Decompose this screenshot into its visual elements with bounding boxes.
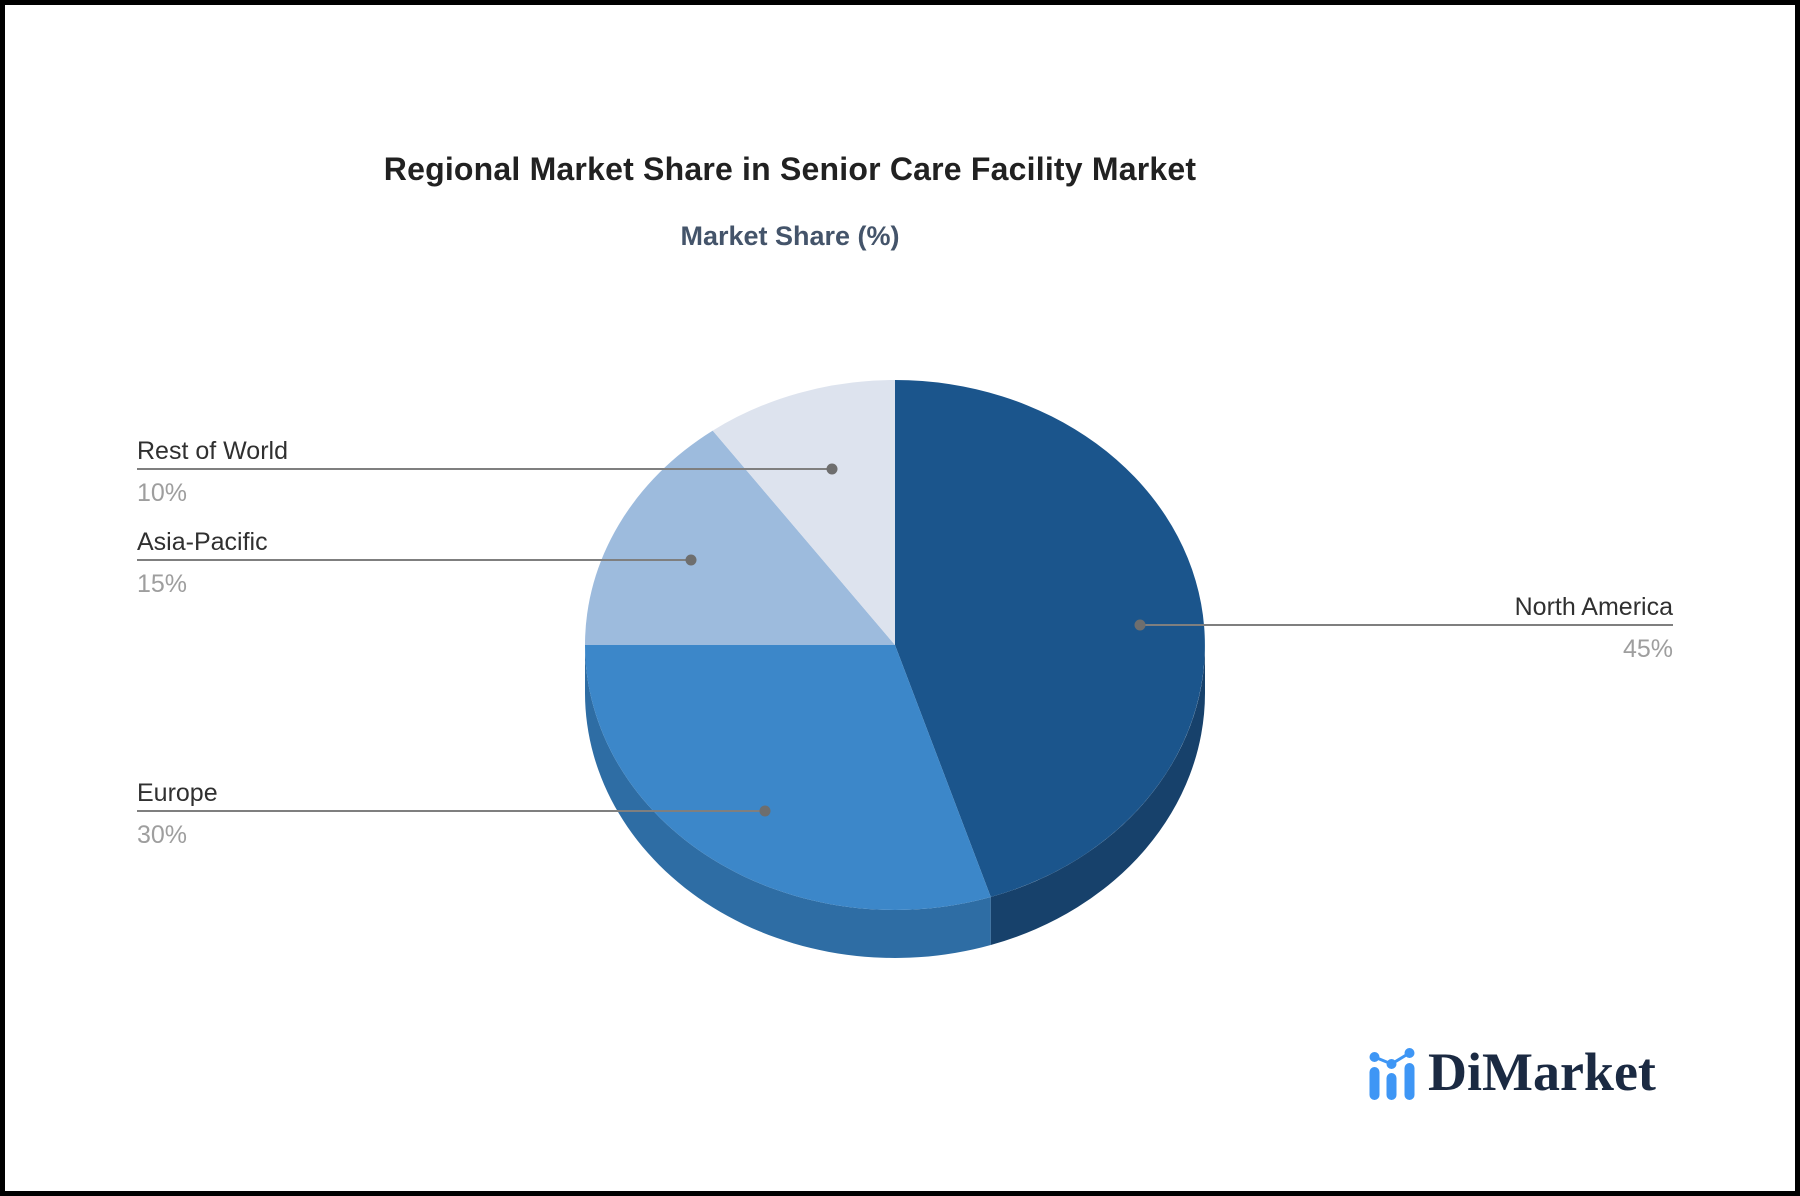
pie-depth-europe	[585, 645, 991, 958]
leader-dot-rest-of-world	[826, 463, 838, 475]
callout-value-rest-of-world: 10%	[137, 479, 188, 507]
callout-label-asia-pacific: Asia-Pacific	[137, 528, 268, 556]
bar-line-chart-icon	[1369, 1048, 1415, 1100]
leader-dot-asia-pacific	[685, 554, 697, 566]
brand-name: DiMarket	[1428, 1042, 1656, 1102]
leader-dot-europe	[759, 805, 771, 817]
callout-label-north-america: North America	[1514, 593, 1673, 621]
brand-logo: DiMarket	[1369, 1043, 1656, 1101]
callout-value-asia-pacific: 15%	[137, 570, 188, 598]
pie-slice-north-america	[895, 380, 1205, 897]
pie-depth-north-america	[990, 645, 1205, 945]
chart-title: Regional Market Share in Senior Care Fac…	[383, 151, 1197, 187]
callout-value-europe: 30%	[137, 821, 188, 849]
pie-slice-rest-of-world	[712, 380, 895, 645]
callout-value-north-america: 45%	[1622, 635, 1673, 663]
callout-label-rest-of-world: Rest of World	[137, 437, 288, 465]
chart-subtitle: Market Share (%)	[680, 221, 900, 251]
pie-chart-svg	[137, 380, 1673, 958]
callout-label-europe: Europe	[137, 779, 218, 807]
pie-slice-asia-pacific	[585, 430, 895, 645]
leader-dot-north-america	[1134, 619, 1146, 631]
pie-slice-europe	[585, 645, 991, 910]
